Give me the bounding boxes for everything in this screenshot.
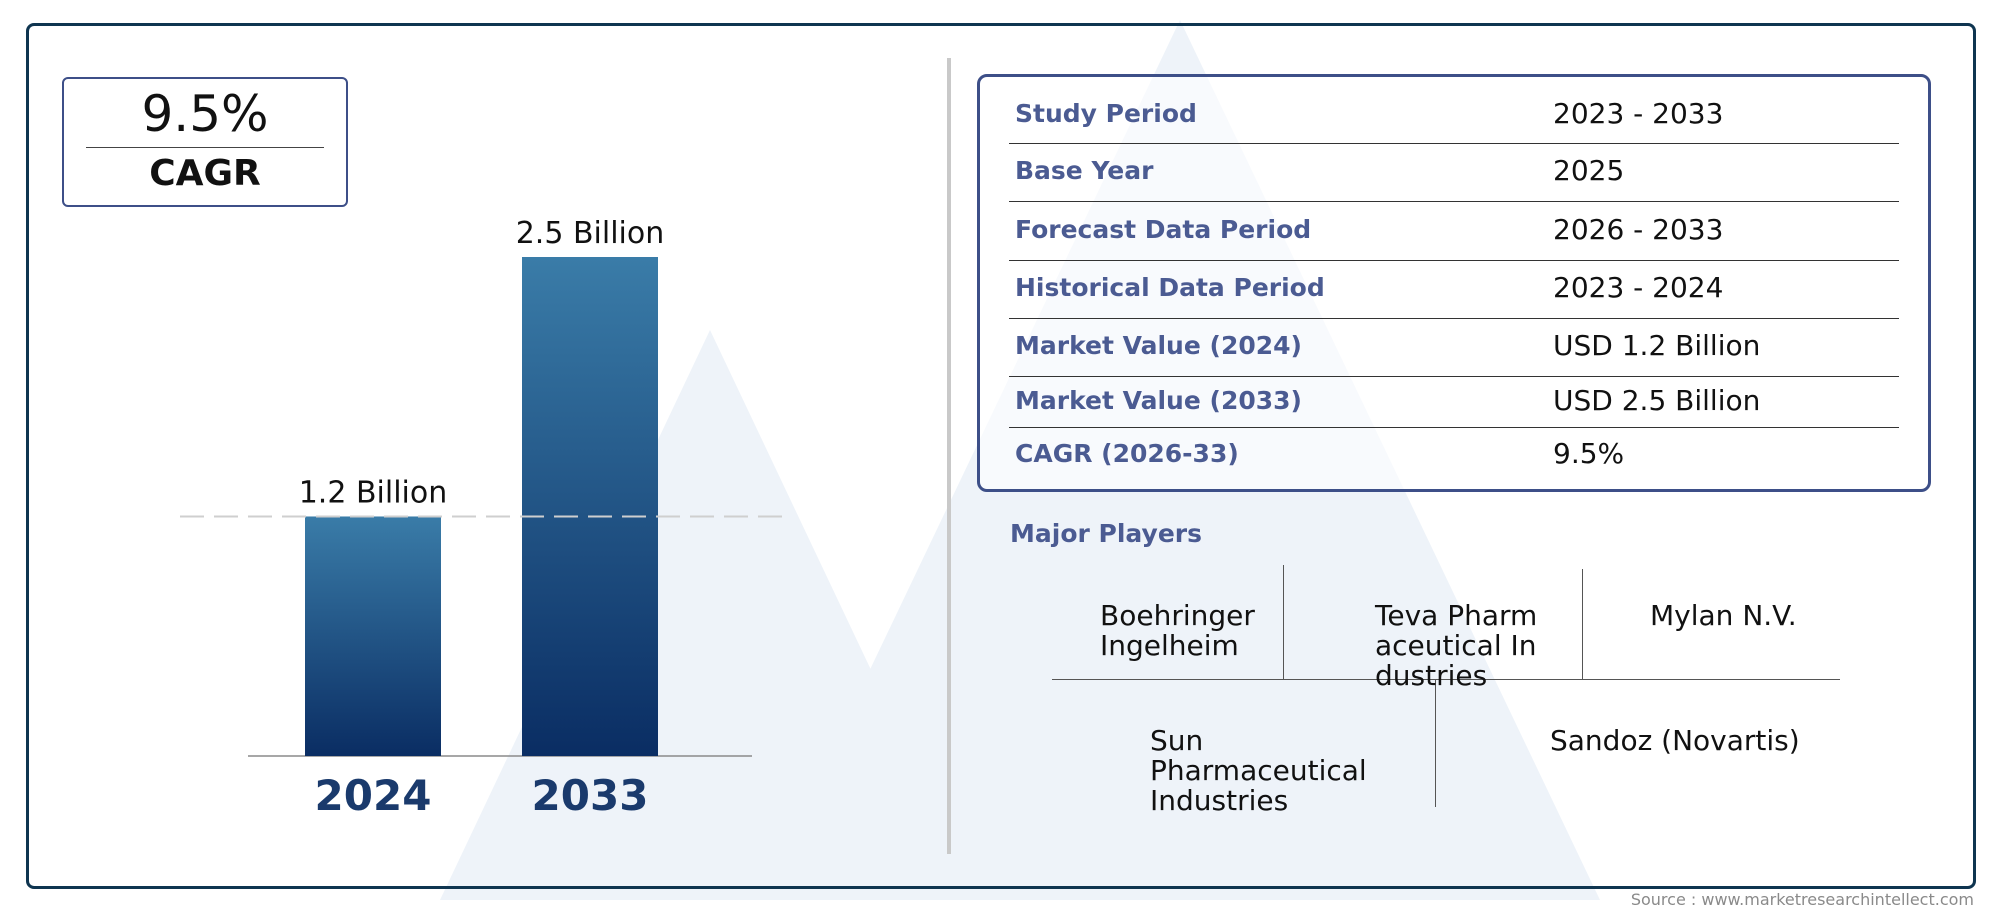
cagr-value: 9.5%: [141, 85, 269, 143]
info-row-label: Forecast Data Period: [1015, 215, 1312, 244]
category-label: 2024: [315, 771, 432, 820]
player-name: Teva Pharmaceutical Industries: [1375, 599, 1538, 692]
player-name: Sun Pharmaceutical Industries: [1150, 724, 1367, 817]
cagr-divider: [86, 147, 324, 148]
player-name: Mylan N.V.: [1650, 599, 1797, 632]
info-row-label: CAGR (2026-33): [1015, 439, 1239, 468]
info-row-label: Study Period: [1015, 99, 1197, 128]
players-title: Major Players: [1010, 519, 1202, 548]
bar-2033: [522, 257, 658, 756]
info-row-value: 2023 - 2033: [1553, 97, 1724, 130]
info-row: Market Value (2033) USD 2.5 Billion: [1009, 376, 1899, 428]
info-row-value: 9.5%: [1553, 437, 1625, 470]
cagr-label: CAGR: [149, 153, 261, 194]
info-table: Study Period 2023 - 2033 Base Year 2025 Fore…: [977, 74, 1931, 492]
info-row: Historical Data Period 2023 - 2024: [1009, 260, 1899, 319]
info-row: Study Period 2023 - 2033: [1009, 87, 1899, 144]
info-row-label: Market Value (2024): [1015, 331, 1302, 360]
source-note: Source : www.marketresearchintellect.com: [1630, 890, 1974, 909]
info-row: Base Year 2025: [1009, 143, 1899, 202]
player-divider: [1283, 565, 1284, 679]
player-divider: [1052, 679, 1840, 680]
category-label: 2033: [532, 771, 649, 820]
content-frame: [26, 23, 1976, 889]
vertical-divider: [947, 58, 951, 854]
info-row-value: 2026 - 2033: [1553, 213, 1724, 246]
info-row: Market Value (2024) USD 1.2 Billion: [1009, 318, 1899, 377]
player-name: Boehringer Ingelheim: [1100, 599, 1255, 662]
player-name: Sandoz (Novartis): [1550, 724, 1800, 757]
player-divider: [1582, 569, 1583, 679]
info-row-label: Historical Data Period: [1015, 273, 1325, 302]
info-row-label: Base Year: [1015, 156, 1154, 185]
bar-2024: [305, 516, 441, 756]
info-row: CAGR (2026-33) 9.5%: [1009, 427, 1899, 483]
info-row-value: 2023 - 2024: [1553, 271, 1724, 304]
info-row-value: 2025: [1553, 154, 1625, 187]
info-row: Forecast Data Period 2026 - 2033: [1009, 202, 1899, 261]
bar-chart: 1.2 Billion 2024 2.5 Billion 2033: [180, 216, 790, 820]
cagr-card: 9.5% CAGR: [62, 77, 348, 207]
info-row-value: USD 1.2 Billion: [1553, 329, 1761, 362]
bar-value-label: 1.2 Billion: [299, 475, 448, 510]
info-row-label: Market Value (2033): [1015, 385, 1302, 415]
info-row-value: USD 2.5 Billion: [1553, 383, 1761, 417]
player-divider: [1435, 679, 1436, 807]
bar-value-label: 2.5 Billion: [516, 216, 665, 251]
